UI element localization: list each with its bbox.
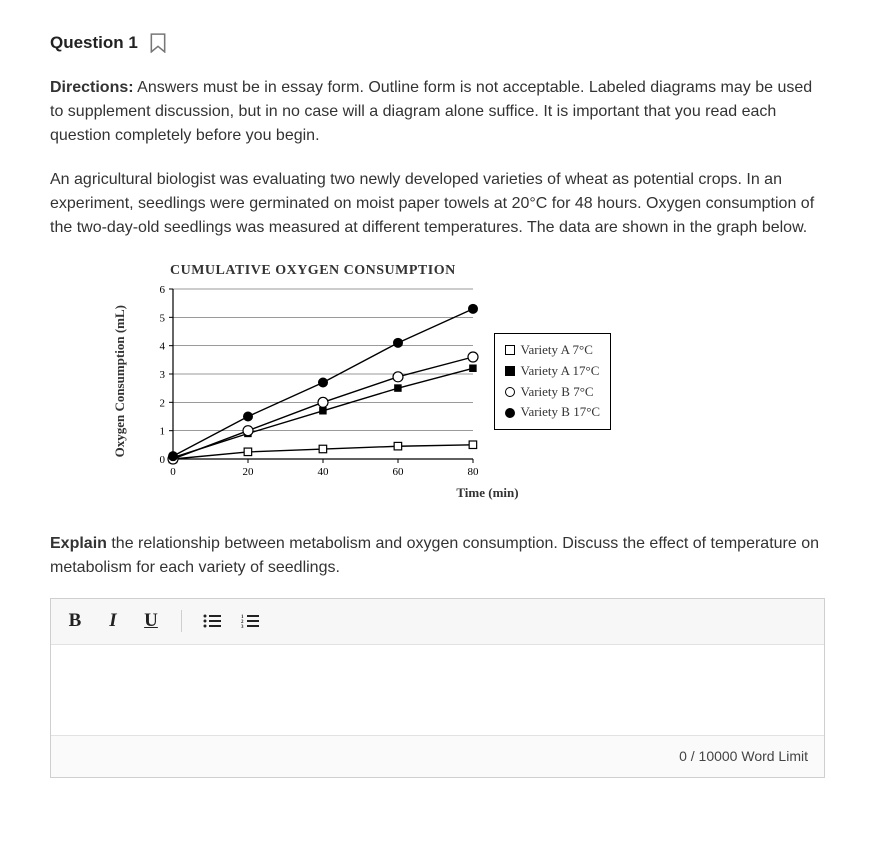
bullet-list-button[interactable] [202,614,222,628]
legend-item: Variety B 7°C [505,382,601,403]
svg-text:5: 5 [159,312,165,324]
chart-legend: Variety A 7°C Variety A 17°C Variety B 7… [494,333,612,430]
chart-ylabel: Oxygen Consumption (mL) [110,305,130,457]
svg-text:3: 3 [159,369,165,381]
svg-text:80: 80 [467,466,479,478]
numbered-list-button[interactable]: 1 2 3 [240,614,260,628]
toolbar-divider [181,610,182,632]
editor-toolbar: B I U 1 2 3 [51,599,824,645]
italic-button[interactable]: I [103,607,123,636]
svg-text:0: 0 [159,454,165,466]
chart-container: CUMULATIVE OXYGEN CONSUMPTION Oxygen Con… [110,260,825,503]
open-square-icon [505,345,515,355]
legend-label: Variety A 17°C [521,361,600,382]
word-limit: 10000 Word Limit [699,748,808,764]
svg-text:40: 40 [317,466,329,478]
editor-textarea[interactable] [51,645,824,735]
legend-label: Variety A 7°C [521,340,593,361]
svg-text:60: 60 [392,466,404,478]
word-limit-sep: / [687,748,699,764]
svg-text:20: 20 [242,466,254,478]
prompt-text: the relationship between metabolism and … [50,535,819,576]
bookmark-icon[interactable] [150,33,166,53]
bullet-list-icon [203,614,221,628]
chart-xlabel: Time (min) [150,483,825,503]
underline-button[interactable]: U [141,607,161,636]
legend-item: Variety A 7°C [505,340,601,361]
numbered-list-icon: 1 2 3 [241,614,259,628]
svg-text:1: 1 [159,425,165,437]
chart-title: CUMULATIVE OXYGEN CONSUMPTION [170,260,825,281]
question-title: Question 1 [50,30,138,56]
context-paragraph: An agricultural biologist was evaluating… [50,168,825,240]
answer-editor: B I U 1 2 3 0 / 10000 Word Limit [50,598,825,778]
solid-circle-icon [505,408,515,418]
svg-text:4: 4 [159,340,165,352]
svg-text:2: 2 [159,397,165,409]
legend-item: Variety A 17°C [505,361,601,382]
svg-text:0: 0 [170,466,176,478]
directions-text: Answers must be in essay form. Outline f… [50,79,812,144]
question-prompt: Explain the relationship between metabol… [50,532,825,580]
solid-square-icon [505,366,515,376]
legend-label: Variety B 17°C [521,402,601,423]
directions-paragraph: Directions: Answers must be in essay for… [50,76,825,148]
legend-label: Variety B 7°C [521,382,594,403]
question-header: Question 1 [50,30,825,56]
svg-text:3: 3 [241,625,244,628]
svg-text:6: 6 [159,284,165,296]
bold-button[interactable]: B [65,607,85,636]
word-count-footer: 0 / 10000 Word Limit [51,735,824,777]
prompt-bold: Explain [50,535,107,552]
word-count: 0 [679,748,687,764]
legend-item: Variety B 17°C [505,402,601,423]
directions-label: Directions: [50,79,134,96]
chart-plot: 0123456020406080 [145,283,479,481]
open-circle-icon [505,387,515,397]
